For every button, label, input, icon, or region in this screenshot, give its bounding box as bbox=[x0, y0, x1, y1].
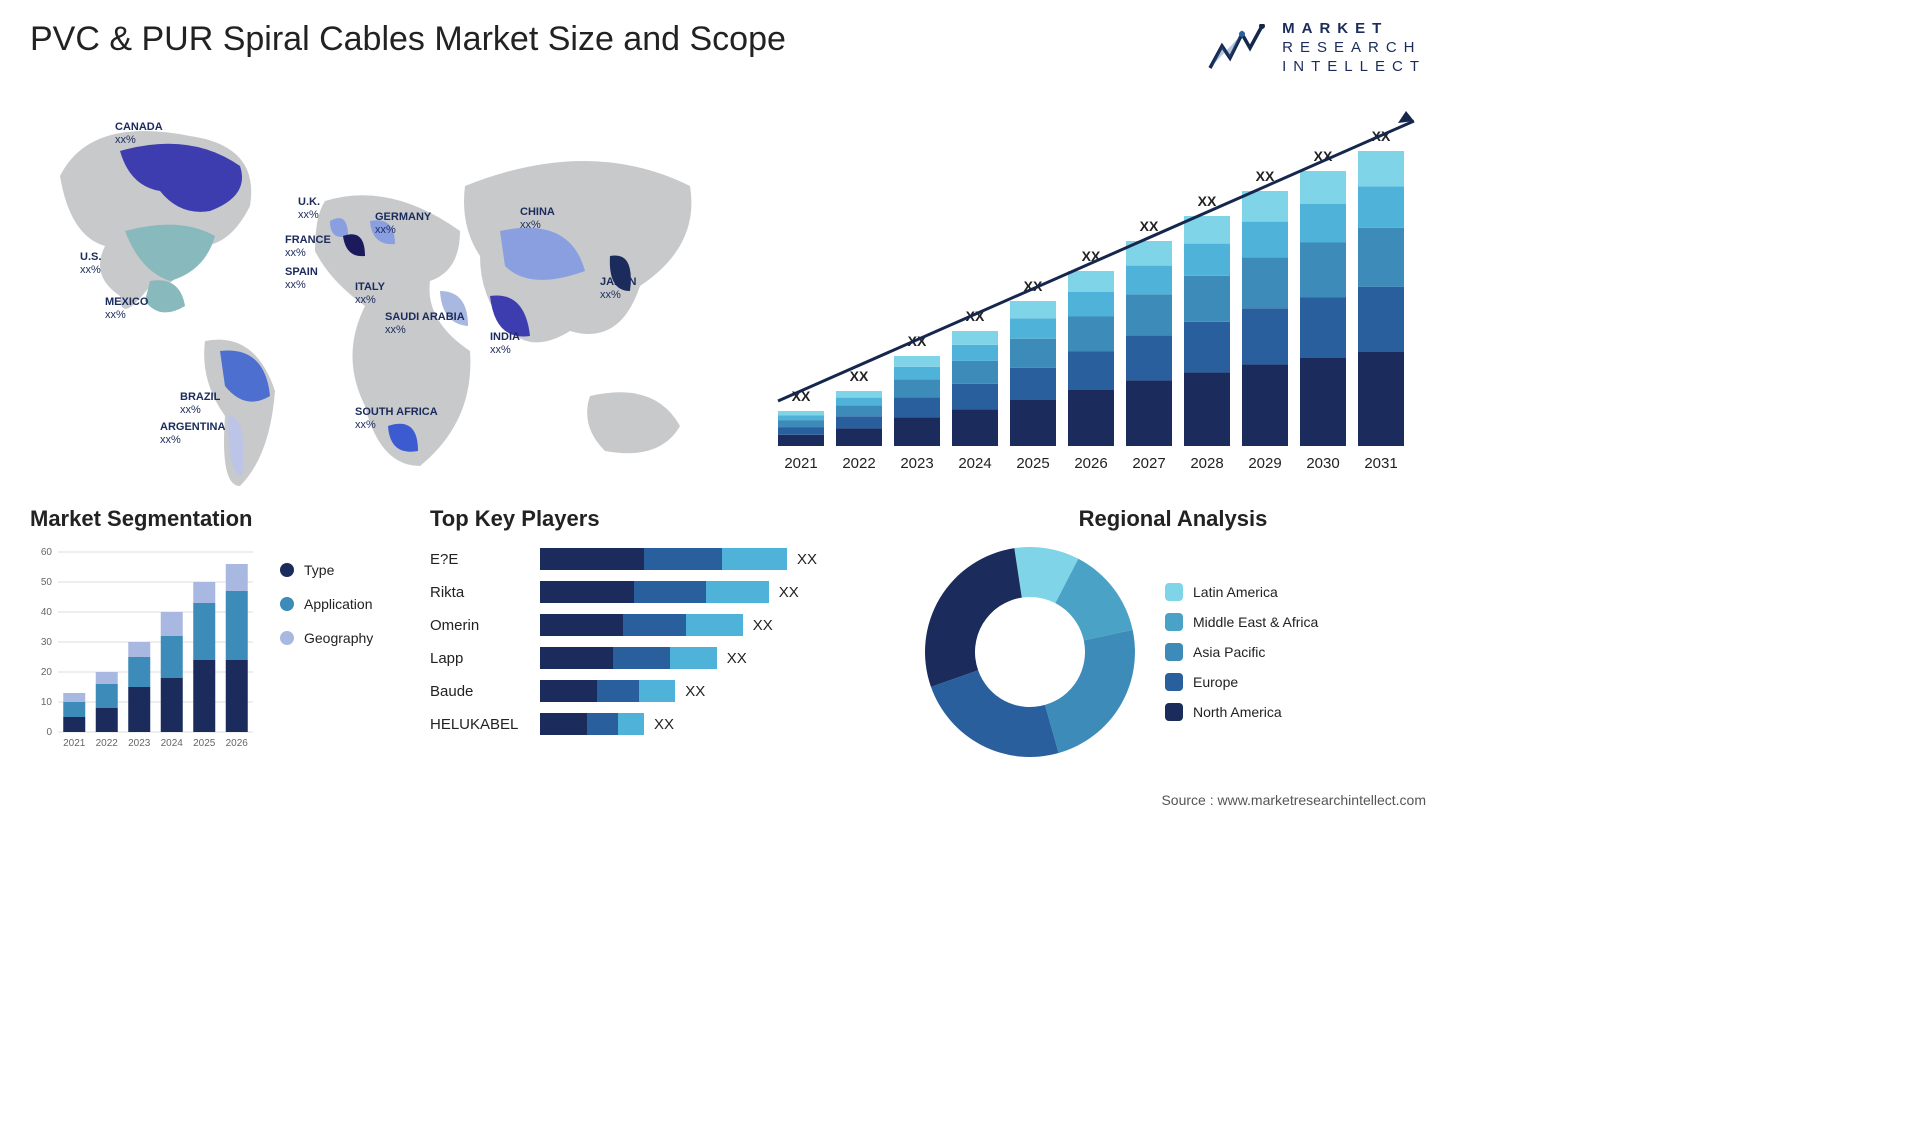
regional-title: Regional Analysis bbox=[920, 506, 1426, 532]
source-text: Source : www.marketresearchintellect.com bbox=[1161, 792, 1426, 808]
segmentation-chart: 0 10 20 30 40 50 60 2021 2022 2023 2024 2025 2026 bbox=[30, 542, 260, 762]
svg-text:2021: 2021 bbox=[784, 455, 817, 472]
svg-text:2022: 2022 bbox=[96, 738, 119, 749]
logo-line3: INTELLECT bbox=[1282, 58, 1426, 77]
seg-legend-geography: Geography bbox=[280, 630, 373, 646]
region-legend-item: Middle East & Africa bbox=[1165, 613, 1318, 631]
svg-text:2022: 2022 bbox=[842, 455, 875, 472]
svg-text:2027: 2027 bbox=[1132, 455, 1165, 472]
map-label-spain: SPAINxx% bbox=[285, 266, 318, 291]
svg-text:XX: XX bbox=[1140, 218, 1159, 234]
svg-text:2029: 2029 bbox=[1248, 455, 1281, 472]
svg-text:XX: XX bbox=[1198, 193, 1217, 209]
svg-text:20: 20 bbox=[41, 667, 53, 678]
player-row: E?E XX bbox=[430, 548, 890, 570]
regional-donut bbox=[920, 542, 1140, 762]
players-chart: E?E XX Rikta XX Omerin XX Lapp XX Baude XX HE… bbox=[430, 542, 890, 735]
svg-text:40: 40 bbox=[41, 607, 53, 618]
svg-text:10: 10 bbox=[41, 697, 53, 708]
svg-text:2024: 2024 bbox=[161, 738, 184, 749]
svg-text:30: 30 bbox=[41, 637, 53, 648]
map-label-japan: JAPANxx% bbox=[600, 276, 636, 301]
region-legend-item: North America bbox=[1165, 703, 1318, 721]
logo-line1: MARKET bbox=[1282, 20, 1426, 39]
map-label-italy: ITALYxx% bbox=[355, 281, 385, 306]
map-label-u-s-: U.S.xx% bbox=[80, 251, 101, 276]
svg-text:2028: 2028 bbox=[1190, 455, 1223, 472]
svg-text:2023: 2023 bbox=[128, 738, 151, 749]
map-label-brazil: BRAZILxx% bbox=[180, 391, 220, 416]
svg-text:2030: 2030 bbox=[1306, 455, 1339, 472]
svg-text:2031: 2031 bbox=[1364, 455, 1397, 472]
main-bar-chart: XX2021XX2022XX2023XX2024XX2025XX2026XX20… bbox=[760, 96, 1426, 496]
svg-text:2025: 2025 bbox=[1016, 455, 1049, 472]
seg-legend-type: Type bbox=[280, 562, 373, 578]
svg-text:2024: 2024 bbox=[958, 455, 991, 472]
svg-text:XX: XX bbox=[850, 368, 869, 384]
player-row: HELUKABEL XX bbox=[430, 713, 890, 735]
map-label-u-k-: U.K.xx% bbox=[298, 196, 320, 221]
seg-legend-application: Application bbox=[280, 596, 373, 612]
map-label-france: FRANCExx% bbox=[285, 234, 331, 259]
player-row: Omerin XX bbox=[430, 614, 890, 636]
svg-text:2026: 2026 bbox=[226, 738, 249, 749]
logo-icon bbox=[1206, 24, 1270, 72]
map-label-mexico: MEXICOxx% bbox=[105, 296, 148, 321]
regional-legend: Latin America Middle East & Africa Asia Pa… bbox=[1165, 583, 1318, 721]
segmentation-legend: Type Application Geography bbox=[280, 542, 373, 762]
map-label-south-africa: SOUTH AFRICAxx% bbox=[355, 406, 438, 431]
map-label-argentina: ARGENTINAxx% bbox=[160, 421, 225, 446]
svg-text:0: 0 bbox=[46, 727, 52, 738]
map-label-saudi-arabia: SAUDI ARABIAxx% bbox=[385, 311, 465, 336]
svg-text:50: 50 bbox=[41, 577, 53, 588]
map-label-canada: CANADAxx% bbox=[115, 121, 163, 146]
player-row: Lapp XX bbox=[430, 647, 890, 669]
svg-text:2025: 2025 bbox=[193, 738, 216, 749]
world-map-panel: CANADAxx% U.S.xx%MEXICOxx% BRAZILxx% ARGENT… bbox=[30, 96, 720, 496]
region-legend-item: Europe bbox=[1165, 673, 1318, 691]
player-row: Baude XX bbox=[430, 680, 890, 702]
svg-text:60: 60 bbox=[41, 547, 53, 558]
segmentation-title: Market Segmentation bbox=[30, 506, 400, 532]
logo-line2: RESEARCH bbox=[1282, 39, 1426, 58]
svg-text:XX: XX bbox=[1256, 168, 1275, 184]
players-title: Top Key Players bbox=[430, 506, 890, 532]
map-label-germany: GERMANYxx% bbox=[375, 211, 431, 236]
map-label-india: INDIAxx% bbox=[490, 331, 520, 356]
svg-text:2026: 2026 bbox=[1074, 455, 1107, 472]
region-legend-item: Asia Pacific bbox=[1165, 643, 1318, 661]
map-label-china: CHINAxx% bbox=[520, 206, 555, 231]
svg-text:2023: 2023 bbox=[900, 455, 933, 472]
page-title: PVC & PUR Spiral Cables Market Size and … bbox=[30, 20, 786, 59]
svg-text:2021: 2021 bbox=[63, 738, 86, 749]
region-legend-item: Latin America bbox=[1165, 583, 1318, 601]
brand-logo: MARKET RESEARCH INTELLECT bbox=[1206, 20, 1426, 76]
player-row: Rikta XX bbox=[430, 581, 890, 603]
